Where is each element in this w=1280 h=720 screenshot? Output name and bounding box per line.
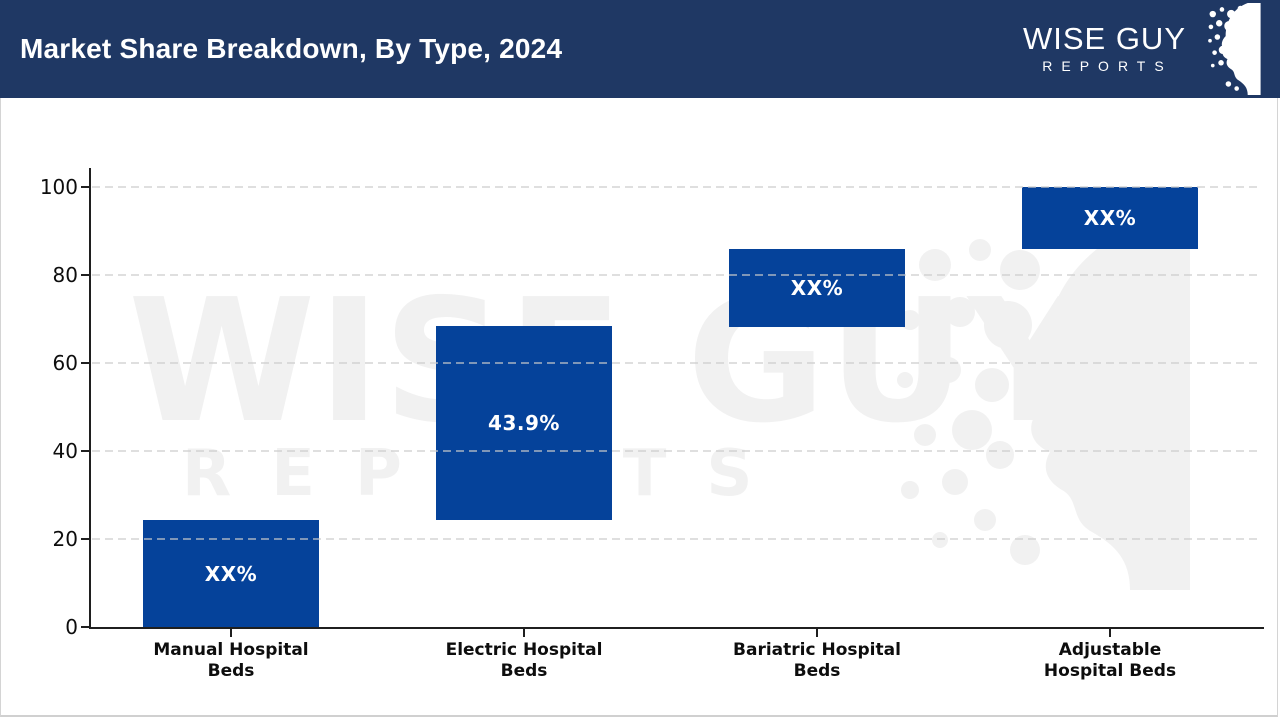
bar-segment: XX% (1022, 187, 1198, 250)
y-tick (81, 538, 89, 540)
y-tick-label: 100 (39, 175, 78, 199)
x-axis-category-label: Electric Hospital Beds (409, 640, 639, 682)
x-axis-category-label: Adjustable Hospital Beds (995, 640, 1225, 682)
x-axis-category-label-line: Hospital Beds (1043, 661, 1177, 681)
bar-value-label: 43.9% (488, 411, 560, 436)
y-axis-line (89, 168, 91, 629)
gridline (92, 274, 1262, 276)
bar-segment: 43.9% (436, 326, 612, 520)
x-axis-category-label-line: Beds (207, 661, 255, 681)
bar-value-label: XX% (790, 275, 844, 300)
y-tick (81, 274, 89, 276)
gridline (92, 450, 1262, 452)
x-axis-category-label-line: Beds (500, 661, 548, 681)
wise-guy-face-icon (1208, 3, 1261, 95)
chart-title: Market Share Breakdown, By Type, 2024 (20, 33, 563, 64)
gridline (92, 362, 1262, 364)
x-axis-category-label: Bariatric Hospital Beds (702, 640, 932, 682)
x-axis-line (89, 627, 1264, 629)
x-tick (816, 629, 818, 637)
x-axis-category-label-line: Manual Hospital (153, 640, 309, 660)
x-axis-category-label-line: Bariatric Hospital (733, 640, 901, 660)
x-axis-category-label-line: Adjustable (1058, 640, 1162, 660)
bar-value-label: XX% (1083, 206, 1137, 231)
y-tick (81, 186, 89, 188)
x-axis-category-label-line: Beds (793, 661, 841, 681)
bar-segment: XX% (143, 520, 319, 627)
y-tick-label: 80 (52, 263, 78, 287)
x-axis-category-label: Manual Hospital Beds (116, 640, 346, 682)
x-tick (1109, 629, 1111, 637)
wise-guy-logo: WISE GUY REPORTS (1023, 3, 1276, 95)
y-tick-label: 20 (52, 527, 78, 551)
y-tick-label: 60 (52, 351, 78, 375)
x-axis-category-label-line: Electric Hospital (445, 640, 603, 660)
y-tick (81, 626, 89, 628)
header: Market Share Breakdown, By Type, 2024 WI… (0, 0, 1280, 98)
logo-subtitle: REPORTS (1042, 58, 1173, 74)
logo-wordmark: WISE GUY (1022, 21, 1186, 56)
bar-value-label: XX% (204, 561, 258, 586)
y-tick (81, 450, 89, 452)
bar-segment: XX% (729, 249, 905, 327)
y-tick-label: 0 (65, 615, 78, 639)
y-tick-label: 40 (52, 439, 78, 463)
x-tick (230, 629, 232, 637)
gridline (92, 538, 1262, 540)
y-tick (81, 362, 89, 364)
content-frame (0, 98, 1278, 717)
gridline (92, 186, 1262, 188)
logo-text: WISE GUY REPORTS (1023, 23, 1186, 75)
x-tick (523, 629, 525, 637)
watermark-face-icon (897, 230, 1190, 590)
